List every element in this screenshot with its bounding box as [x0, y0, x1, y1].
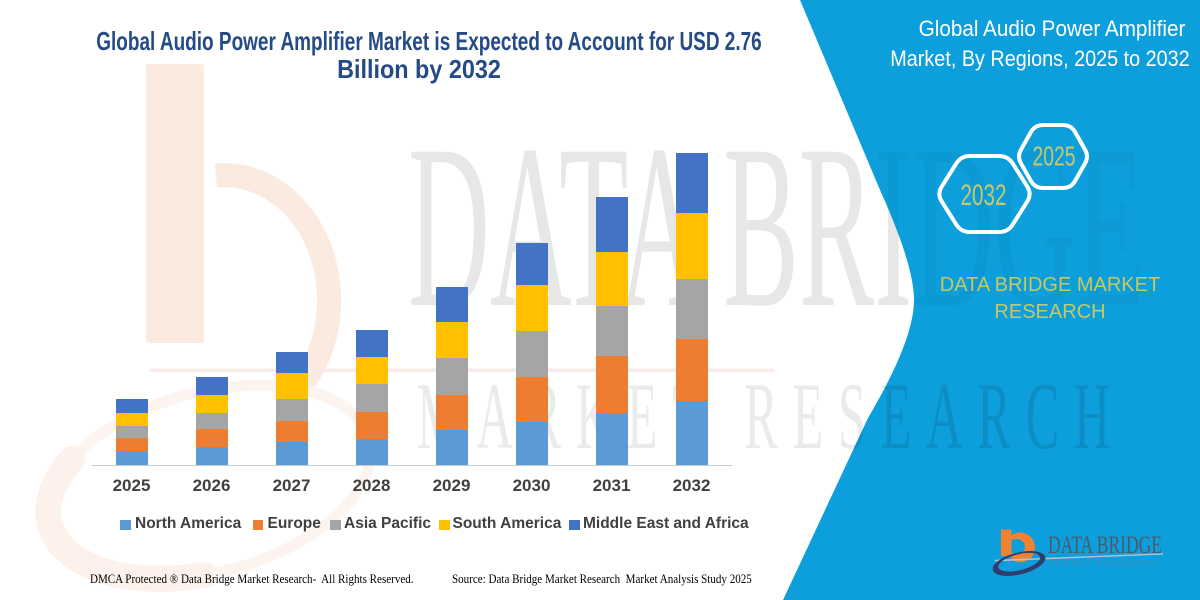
svg-text:2025: 2025 — [1033, 141, 1076, 172]
svg-text:DATA BRIDGE: DATA BRIDGE — [1048, 532, 1162, 559]
svg-text:MARKET RESEARCH: MARKET RESEARCH — [1048, 559, 1158, 568]
svg-text:2032: 2032 — [961, 179, 1007, 212]
